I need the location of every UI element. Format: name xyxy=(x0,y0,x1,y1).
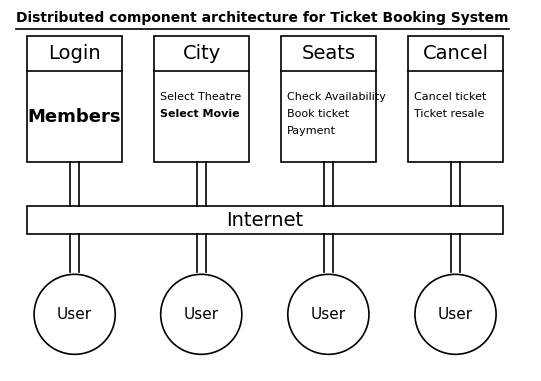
Ellipse shape xyxy=(415,274,496,354)
Text: Cancel: Cancel xyxy=(423,44,489,63)
Text: Ticket resale: Ticket resale xyxy=(414,109,484,119)
Text: User: User xyxy=(438,307,473,322)
Bar xyxy=(408,36,503,162)
Text: Select Theatre: Select Theatre xyxy=(160,92,241,102)
Bar xyxy=(27,206,503,234)
Bar xyxy=(281,36,376,162)
Ellipse shape xyxy=(34,274,115,354)
Text: User: User xyxy=(184,307,219,322)
Text: Check Availability: Check Availability xyxy=(287,92,386,102)
Ellipse shape xyxy=(161,274,242,354)
Text: Distributed component architecture for Ticket Booking System: Distributed component architecture for T… xyxy=(16,11,509,26)
Text: User: User xyxy=(311,307,346,322)
Text: User: User xyxy=(57,307,92,322)
Text: Payment: Payment xyxy=(287,126,336,136)
Ellipse shape xyxy=(288,274,369,354)
Bar xyxy=(27,36,122,162)
Text: Book ticket: Book ticket xyxy=(287,109,349,119)
Text: Members: Members xyxy=(28,108,121,126)
Text: Internet: Internet xyxy=(227,211,304,229)
Text: Seats: Seats xyxy=(302,44,355,63)
Text: City: City xyxy=(182,44,221,63)
Bar xyxy=(154,36,249,162)
Text: Cancel ticket: Cancel ticket xyxy=(414,92,486,102)
Text: Select Movie: Select Movie xyxy=(160,109,239,119)
Text: Login: Login xyxy=(48,44,101,63)
